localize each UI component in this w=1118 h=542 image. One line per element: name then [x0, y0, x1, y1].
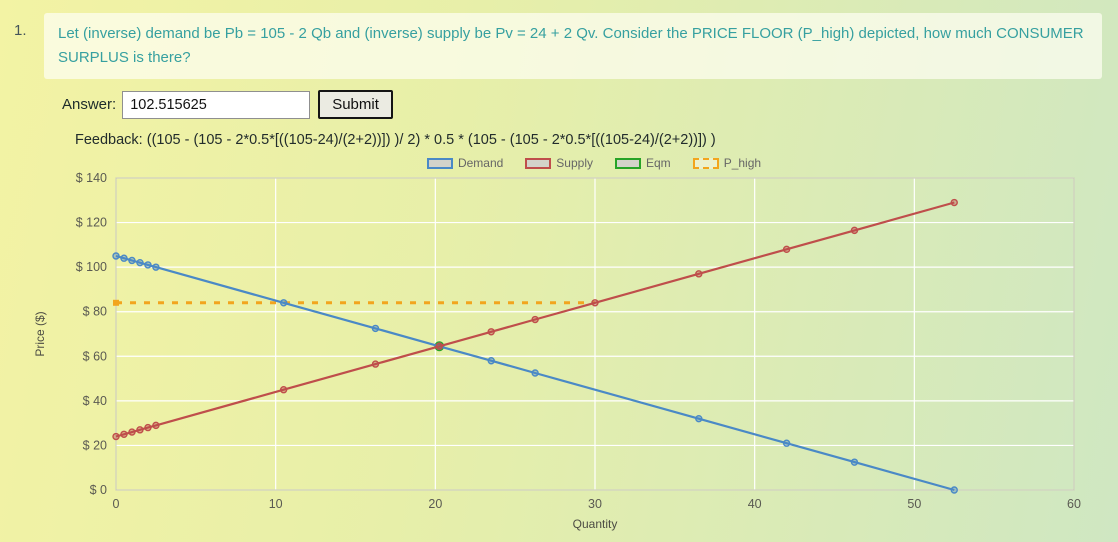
svg-text:20: 20: [428, 497, 442, 511]
svg-text:$ 140: $ 140: [76, 172, 107, 185]
svg-text:$ 40: $ 40: [83, 394, 107, 408]
svg-text:$ 100: $ 100: [76, 260, 107, 274]
svg-text:Quantity: Quantity: [573, 517, 618, 531]
legend-label-eqm: Eqm: [646, 156, 671, 170]
question-number: 1.: [14, 22, 27, 39]
supply-swatch: [525, 157, 552, 169]
supply-demand-chart: $ 0 $ 20 $ 40 $ 60 $ 80 $ 100 $ 120 $ 140 0 10 20 3…: [33, 172, 1081, 531]
svg-text:10: 10: [269, 497, 283, 511]
legend-item-supply[interactable]: Supply: [525, 156, 593, 170]
svg-text:$ 60: $ 60: [83, 349, 107, 363]
svg-text:0: 0: [113, 497, 120, 511]
phigh-swatch: [692, 157, 719, 169]
answer-label: Answer:: [62, 96, 117, 113]
svg-text:Price ($): Price ($): [33, 311, 47, 356]
legend-item-phigh[interactable]: P_high: [692, 156, 762, 170]
feedback-text: Feedback: ((105 - (105 - 2*0.5*[((105-24…: [75, 132, 716, 148]
svg-text:$ 20: $ 20: [83, 438, 107, 452]
svg-text:$ 120: $ 120: [76, 216, 107, 230]
svg-text:$ 80: $ 80: [83, 305, 107, 319]
answer-input[interactable]: [122, 90, 311, 119]
chart-legend: Demand Supply Eqm P_high: [70, 156, 1118, 170]
question-text: Let (inverse) demand be Pb = 105 - 2 Qb …: [44, 13, 1102, 79]
legend-label-supply: Supply: [556, 156, 593, 170]
svg-text:40: 40: [748, 497, 762, 511]
legend-item-demand[interactable]: Demand: [426, 156, 504, 170]
legend-label-phigh: P_high: [723, 156, 762, 170]
legend-item-eqm[interactable]: Eqm: [615, 156, 671, 170]
legend-label-demand: Demand: [457, 156, 504, 170]
svg-text:60: 60: [1067, 497, 1081, 511]
svg-text:$ 0: $ 0: [90, 483, 107, 497]
eqm-swatch: [615, 157, 641, 169]
svg-text:30: 30: [588, 497, 602, 511]
svg-text:50: 50: [907, 497, 921, 511]
submit-button[interactable]: Submit: [318, 90, 393, 119]
question-row: 1. Let (inverse) demand be Pb = 105 - 2 …: [0, 0, 1118, 79]
demand-swatch: [426, 157, 453, 169]
answer-row: Answer: Submit: [62, 90, 1118, 119]
